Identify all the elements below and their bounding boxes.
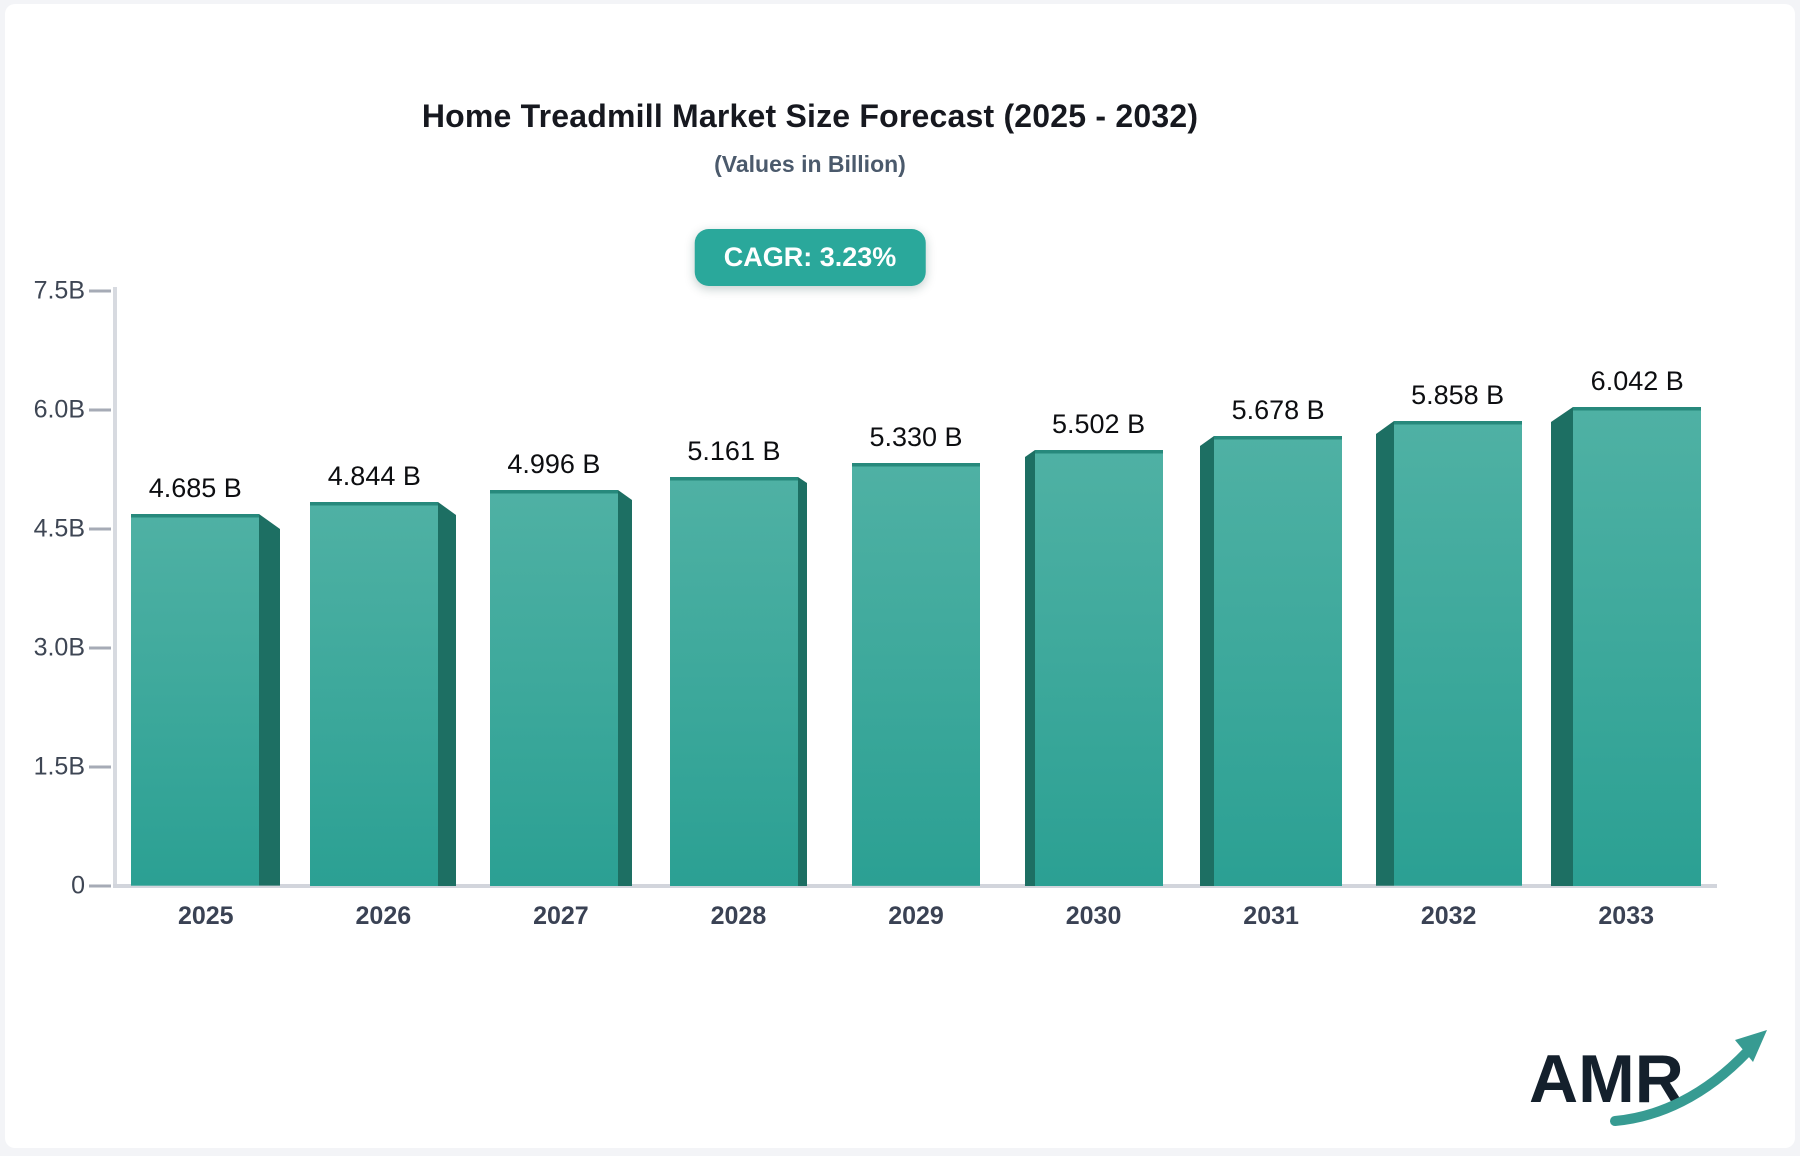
bar-side-face [617, 489, 632, 886]
y-tick-mark [89, 646, 111, 650]
bar-side-face [1024, 449, 1035, 886]
x-tick-label: 2032 [1420, 902, 1477, 930]
y-tick-mark [89, 408, 111, 412]
bar-value-label: 4.844 B [327, 460, 421, 491]
logo-arrow-head-icon [1735, 1030, 1767, 1062]
bar-value-label: 5.858 B [1411, 380, 1505, 411]
x-axis-baseline [113, 884, 1717, 888]
bar-2029 [852, 463, 980, 886]
bar-front-face [1034, 449, 1163, 886]
bar-top-edge [1573, 406, 1702, 411]
amr-logo: AMR [1527, 1022, 1800, 1147]
bar-top-edge [1393, 421, 1522, 425]
y-tick-mark [89, 289, 111, 293]
bar-2028 [669, 476, 807, 886]
bar-2025 [131, 514, 281, 886]
bar-front-face [1214, 435, 1343, 886]
bar-value-label: 5.502 B [1052, 408, 1146, 439]
bar-value-label: 5.678 B [1231, 394, 1325, 425]
bar-front-face [489, 489, 618, 886]
y-tick-label: 0 [71, 871, 85, 900]
amr-logo-text: AMR [1529, 1041, 1684, 1117]
bar-top-edge [131, 514, 260, 518]
cagr-badge: CAGR: 3.23% [694, 229, 926, 286]
bar-front-face [131, 514, 260, 886]
x-tick-label: 2030 [1065, 902, 1122, 930]
bar-value-label: 5.161 B [687, 435, 781, 466]
y-tick-label: 1.5B [33, 752, 85, 781]
bar-front-face [669, 476, 798, 886]
bar-top-edge [1214, 435, 1343, 440]
y-tick-label: 3.0B [33, 633, 85, 662]
bar-value-label: 4.996 B [507, 448, 601, 479]
bar-front-face [1573, 406, 1702, 886]
bar-2031 [1200, 435, 1343, 886]
bar-2027 [489, 489, 632, 886]
chart-card: Home Treadmill Market Size Forecast (202… [5, 4, 1795, 1148]
bar-side-face [1200, 435, 1215, 886]
bar-value-label: 4.685 B [148, 473, 242, 504]
chart-subtitle: (Values in Billion) [714, 151, 906, 177]
x-tick-label: 2026 [355, 902, 412, 930]
y-tick-mark [89, 884, 111, 888]
x-tick-label: 2028 [710, 902, 767, 930]
bar-top-edge [669, 476, 798, 481]
bar-side-face [1551, 406, 1574, 886]
bar-value-label: 5.330 B [869, 422, 963, 453]
bar-side-face [438, 501, 457, 886]
bar-side-face [797, 476, 807, 886]
chart-title: Home Treadmill Market Size Forecast (202… [421, 98, 1199, 134]
bar-front-face [852, 463, 980, 886]
y-tick-label: 6.0B [33, 395, 85, 424]
bar-top-edge [1034, 449, 1163, 453]
bar-side-face [259, 514, 281, 886]
x-tick-label: 2029 [888, 902, 944, 930]
x-tick-label: 2031 [1243, 902, 1299, 930]
x-tick-label: 2033 [1598, 902, 1655, 930]
bar-2032 [1375, 421, 1522, 886]
bar-front-face [310, 501, 439, 886]
bar-top-edge [852, 463, 980, 467]
bar-front-face [1393, 421, 1522, 886]
bar-2033 [1551, 406, 1702, 886]
bar-side-face [1375, 421, 1394, 886]
y-tick-mark [89, 527, 111, 531]
logo-arrow-swoosh [1610, 1047, 1752, 1126]
amr-logo-graphic: AMR [1529, 1030, 1767, 1126]
bar-2030 [1024, 449, 1163, 886]
y-tick-label: 7.5B [33, 276, 85, 305]
x-tick-label: 2027 [533, 902, 589, 930]
bar-top-edge [489, 489, 618, 494]
bar-top-edge [310, 501, 439, 506]
bar-value-label: 6.042 B [1590, 365, 1684, 396]
chart-header: Home Treadmill Market Size Forecast (202… [60, 4, 1560, 178]
y-tick-label: 4.5B [33, 514, 85, 543]
y-tick-mark [89, 765, 111, 769]
y-axis-line [113, 287, 117, 888]
bar-2026 [310, 501, 457, 886]
x-tick-label: 2025 [177, 902, 234, 930]
